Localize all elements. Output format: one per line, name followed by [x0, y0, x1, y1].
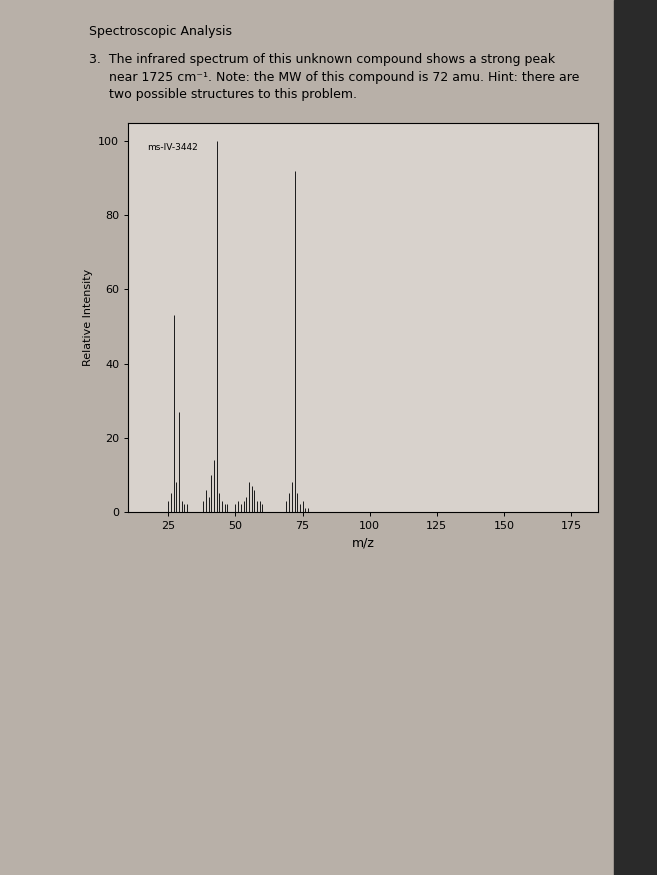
- Text: ms-IV-3442: ms-IV-3442: [147, 143, 198, 151]
- Text: Spectroscopic Analysis: Spectroscopic Analysis: [89, 25, 232, 38]
- Text: 3.  The infrared spectrum of this unknown compound shows a strong peak: 3. The infrared spectrum of this unknown…: [89, 53, 555, 66]
- Text: near 1725 cm⁻¹. Note: the MW of this compound is 72 amu. Hint: there are: near 1725 cm⁻¹. Note: the MW of this com…: [89, 71, 579, 83]
- Y-axis label: Relative Intensity: Relative Intensity: [83, 269, 93, 366]
- Text: two possible structures to this problem.: two possible structures to this problem.: [89, 88, 357, 101]
- X-axis label: m/z: m/z: [351, 536, 374, 550]
